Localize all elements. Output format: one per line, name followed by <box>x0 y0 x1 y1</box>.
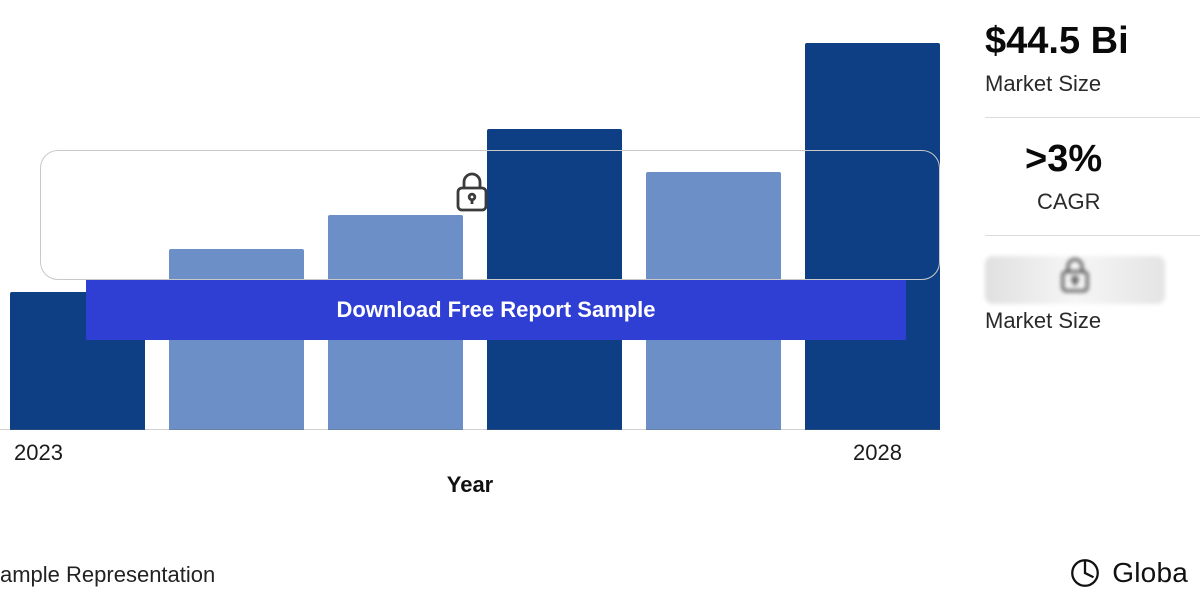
brand-text: Globa <box>1112 557 1188 589</box>
cagr-label: CAGR <box>985 189 1200 215</box>
download-sample-button[interactable]: Download Free Report Sample <box>86 280 906 340</box>
footer-caption: ample Representation <box>0 562 215 588</box>
lock-icon <box>440 160 504 224</box>
x-tick-start: 2023 <box>14 440 63 466</box>
lock-icon <box>1054 254 1096 301</box>
market-size-label: Market Size <box>985 71 1200 97</box>
metrics-divider <box>985 117 1200 118</box>
metrics-panel: $44.5 Bi Market Size >3% CAGR Market Siz… <box>985 20 1200 540</box>
market-size-value: $44.5 Bi <box>985 20 1200 63</box>
brand-icon <box>1068 556 1102 590</box>
x-axis-title: Year <box>0 472 940 498</box>
canvas: 2023 2028 Year Download Free Report Samp… <box>0 0 1200 600</box>
x-axis-line <box>0 429 940 430</box>
cagr-value: >3% <box>985 138 1200 181</box>
locked-metric-blur <box>985 256 1165 304</box>
brand-logo: Globa <box>1068 556 1188 590</box>
metrics-divider <box>985 235 1200 236</box>
x-tick-end: 2028 <box>853 440 902 466</box>
forecast-size-label: Market Size <box>985 308 1200 334</box>
